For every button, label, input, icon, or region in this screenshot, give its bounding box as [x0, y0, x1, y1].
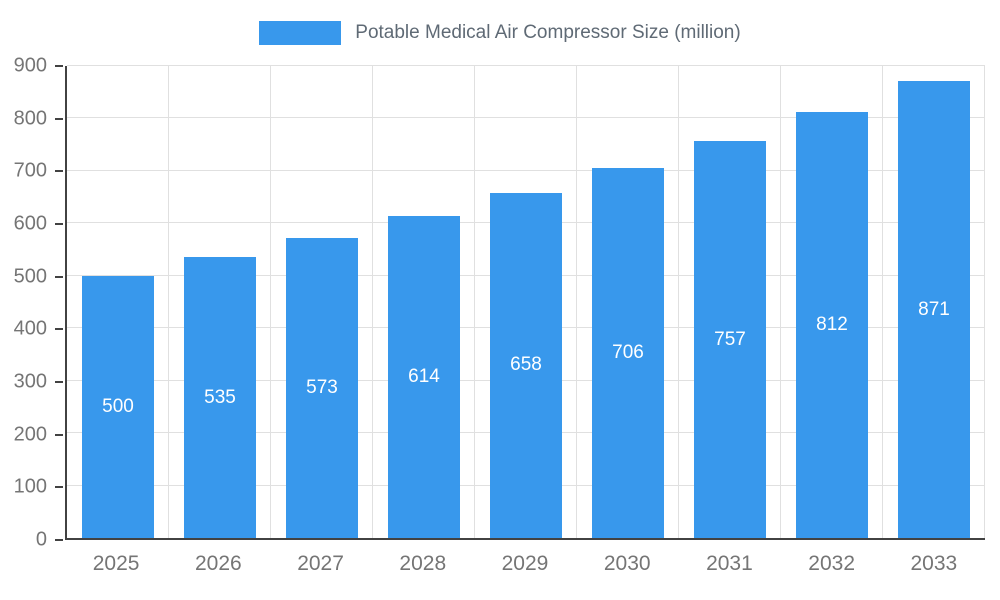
x-axis-label: 2028 [399, 552, 447, 575]
gridline-vertical [269, 66, 271, 538]
bar-2029: 658 [490, 192, 562, 538]
gridline-vertical [677, 66, 679, 538]
y-axis-tick [55, 328, 63, 331]
y-axis-tick [55, 223, 63, 226]
plot-area: 500 535 573 614 658 706 757 812 871 [65, 65, 985, 540]
y-axis-tick [55, 381, 63, 384]
bar-2025: 500 [82, 275, 154, 538]
y-axis-label: 300 [13, 370, 47, 393]
legend[interactable]: Potable Medical Air Compressor Size (mil… [0, 18, 1000, 48]
bar-value-label: 573 [306, 376, 338, 398]
x-axis-label: 2027 [297, 552, 344, 575]
bar-value-label: 812 [816, 314, 848, 336]
gridline-vertical [984, 66, 985, 538]
gridline-vertical [371, 66, 373, 538]
y-axis-label: 400 [13, 317, 47, 340]
chart-title: Potable Medical Air Compressor Size (mil… [355, 22, 741, 43]
x-axis-label: 2025 [92, 552, 140, 575]
x-axis-label: 2030 [603, 552, 651, 575]
y-axis-tick [55, 275, 63, 278]
gridline-vertical [473, 66, 475, 538]
bar-2028: 614 [388, 216, 460, 538]
gridline-vertical [576, 66, 577, 538]
gridline-horizontal [67, 117, 985, 119]
gridline-horizontal [67, 65, 985, 66]
x-axis-label: 2031 [706, 552, 753, 575]
x-axis-label: 2029 [501, 552, 549, 575]
bar-value-label: 871 [918, 298, 950, 320]
y-axis-label: 600 [13, 212, 47, 235]
y-axis-label: 500 [13, 265, 47, 288]
bar-2033: 871 [898, 81, 970, 538]
y-axis-tick [55, 170, 63, 173]
bar-value-label: 614 [408, 366, 440, 387]
gridline-vertical [167, 66, 169, 538]
bar-2030: 706 [592, 167, 664, 538]
x-axis-label: 2032 [808, 552, 855, 575]
bar-value-label: 757 [714, 328, 746, 350]
bar-2032: 812 [796, 112, 868, 538]
y-axis-label: 100 [13, 475, 47, 498]
bar-value-label: 706 [612, 341, 644, 363]
bar-2026: 535 [184, 257, 256, 538]
y-axis-tick [55, 117, 63, 120]
y-axis-label: 800 [13, 107, 47, 130]
gridline-vertical [780, 66, 781, 538]
bar-2027: 573 [286, 237, 358, 538]
x-axis-label: 2033 [910, 552, 958, 575]
y-axis-tick [55, 433, 63, 436]
bar-2031: 757 [694, 141, 766, 538]
gridline-horizontal [67, 169, 985, 171]
y-axis-label: 700 [13, 159, 47, 182]
x-axis-label: 2026 [194, 552, 242, 575]
y-axis: 0 100 200 300 400 500 600 700 800 900 [0, 55, 63, 551]
bar-value-label: 500 [102, 395, 134, 417]
bar-value-label: 535 [204, 386, 236, 408]
y-axis-tick [55, 486, 63, 489]
y-axis-tick [55, 539, 63, 541]
gridline-vertical [881, 66, 883, 538]
y-axis-label: 900 [13, 54, 47, 77]
y-axis-label: 0 [35, 528, 47, 551]
bar-value-label: 658 [510, 354, 542, 376]
y-axis-tick [55, 65, 63, 67]
x-axis: 2025 2026 2027 2028 2029 2030 2031 2032 2033 [65, 552, 985, 576]
y-axis-label: 200 [13, 423, 47, 446]
legend-swatch[interactable] [259, 21, 342, 45]
